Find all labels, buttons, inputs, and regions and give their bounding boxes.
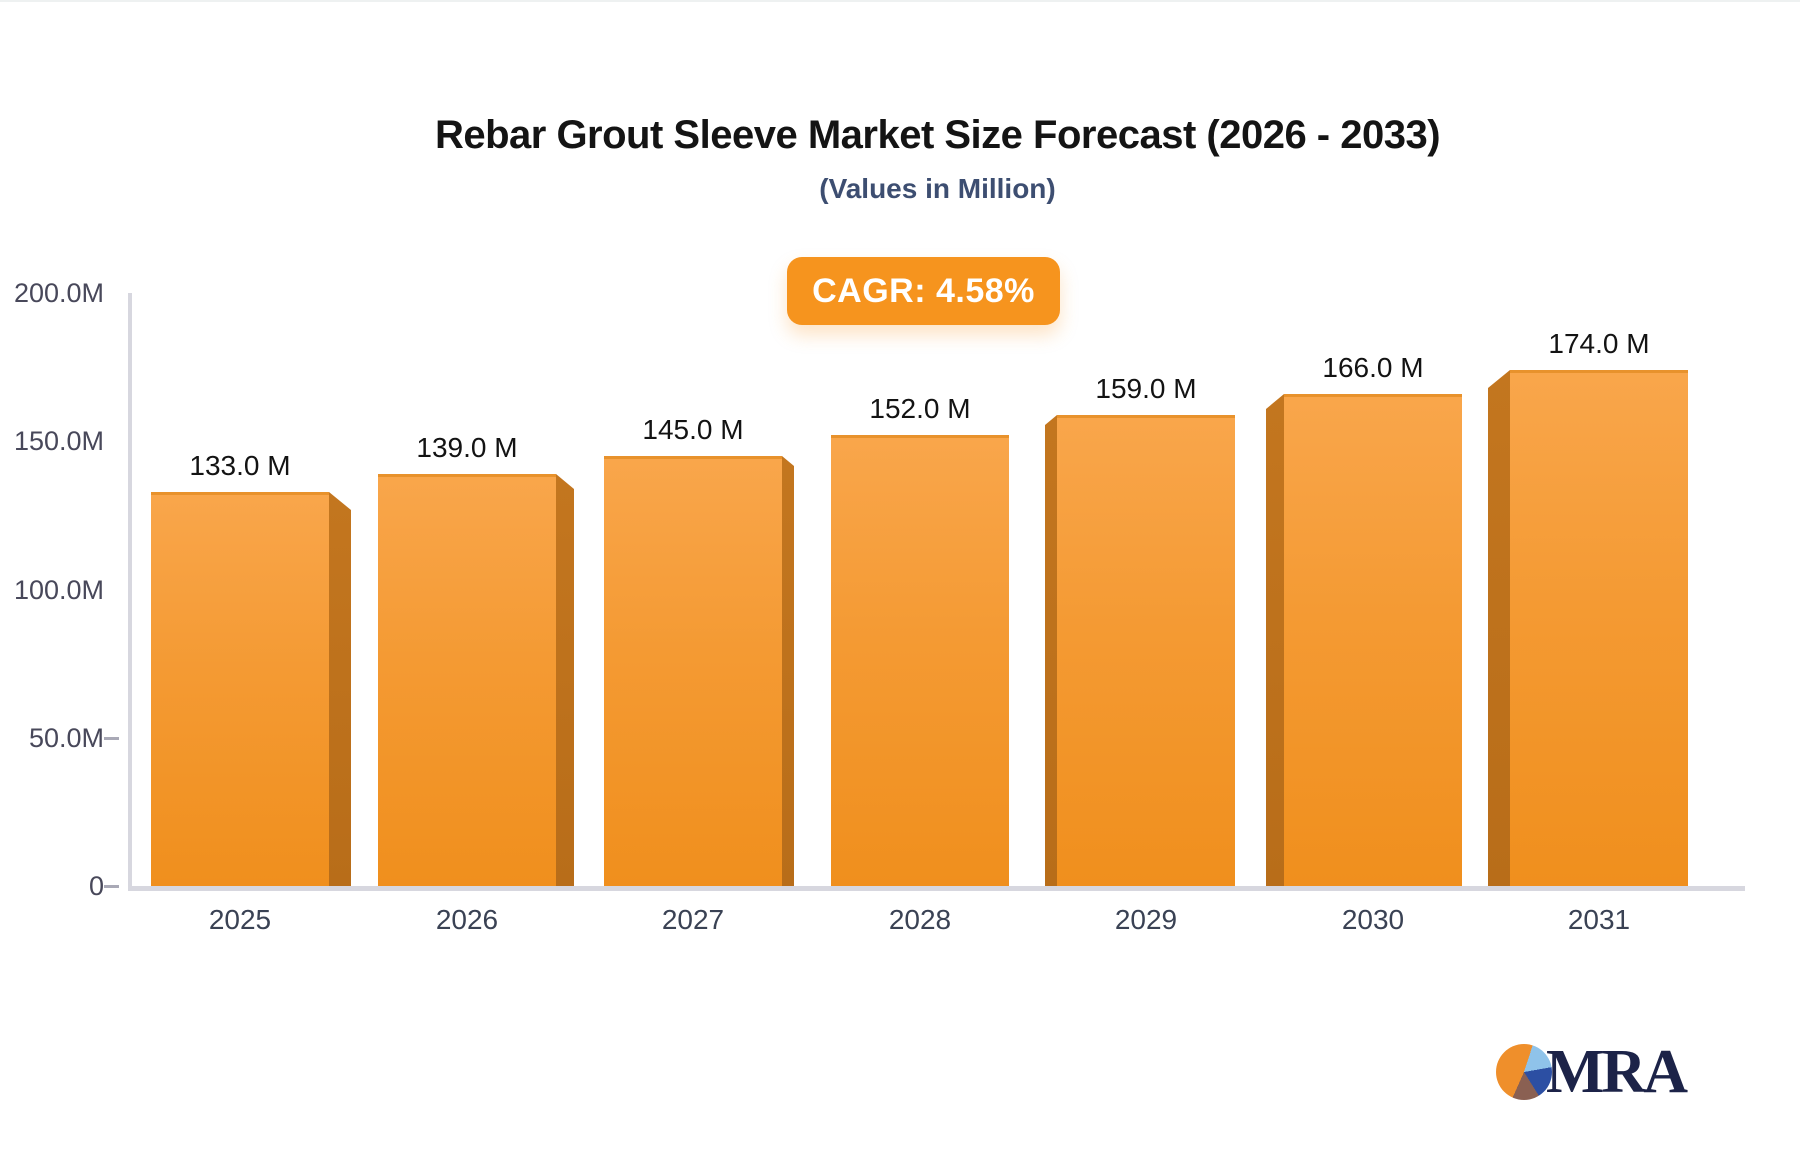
value-label-2027: 145.0 M [642,414,744,445]
x-tick-label-2027: 2027 [661,904,725,935]
bar-2029[interactable] [1057,415,1235,886]
x-tick-label-2031: 2031 [1567,904,1631,935]
chart-title: Rebar Grout Sleeve Market Size Forecast … [434,113,1441,157]
bar-2028[interactable] [831,435,1009,886]
value-label-2031: 174.0 M [1548,328,1650,359]
bar-side-2026 [556,474,574,886]
bar-2026[interactable] [378,474,556,886]
bar-side-2029 [1045,415,1057,886]
bar-2031[interactable] [1510,370,1688,886]
logo-text: MRA [1546,1038,1688,1106]
y-tick-label: 200.0M [13,278,104,308]
bar-side-2025 [329,492,351,886]
y-tick-dash [104,737,119,740]
x-tick-label-2025: 2025 [208,904,272,935]
bar-side-2027 [782,456,794,886]
x-tick-label-2026: 2026 [435,904,499,935]
x-axis-line [128,886,1745,891]
value-label-2030: 166.0 M [1322,352,1424,383]
pie-chart-icon [1496,1044,1552,1100]
y-tick-label: 0 [88,871,104,901]
y-tick-label: 50.0M [28,723,104,753]
chart-subtitle: (Values in Million) [819,173,1056,204]
bar-2027[interactable] [604,456,782,886]
y-tick-label: 150.0M [13,426,104,456]
cagr-badge: CAGR: 4.58% [787,257,1060,325]
y-axis-line [128,293,132,890]
bar-2030[interactable] [1284,394,1462,886]
value-label-2026: 139.0 M [416,432,518,463]
value-label-2028: 152.0 M [869,393,971,424]
bar-side-2031 [1488,370,1510,886]
x-tick-label-2029: 2029 [1114,904,1178,935]
y-tick-label: 100.0M [13,575,104,605]
bar-side-2030 [1266,394,1284,886]
y-tick-dash [104,885,119,888]
mra-logo: MRA [1496,1038,1688,1106]
x-tick-label-2028: 2028 [888,904,952,935]
value-label-2029: 159.0 M [1095,373,1197,404]
x-tick-label-2030: 2030 [1341,904,1405,935]
bar-2025[interactable] [151,492,329,886]
value-label-2025: 133.0 M [189,450,291,481]
